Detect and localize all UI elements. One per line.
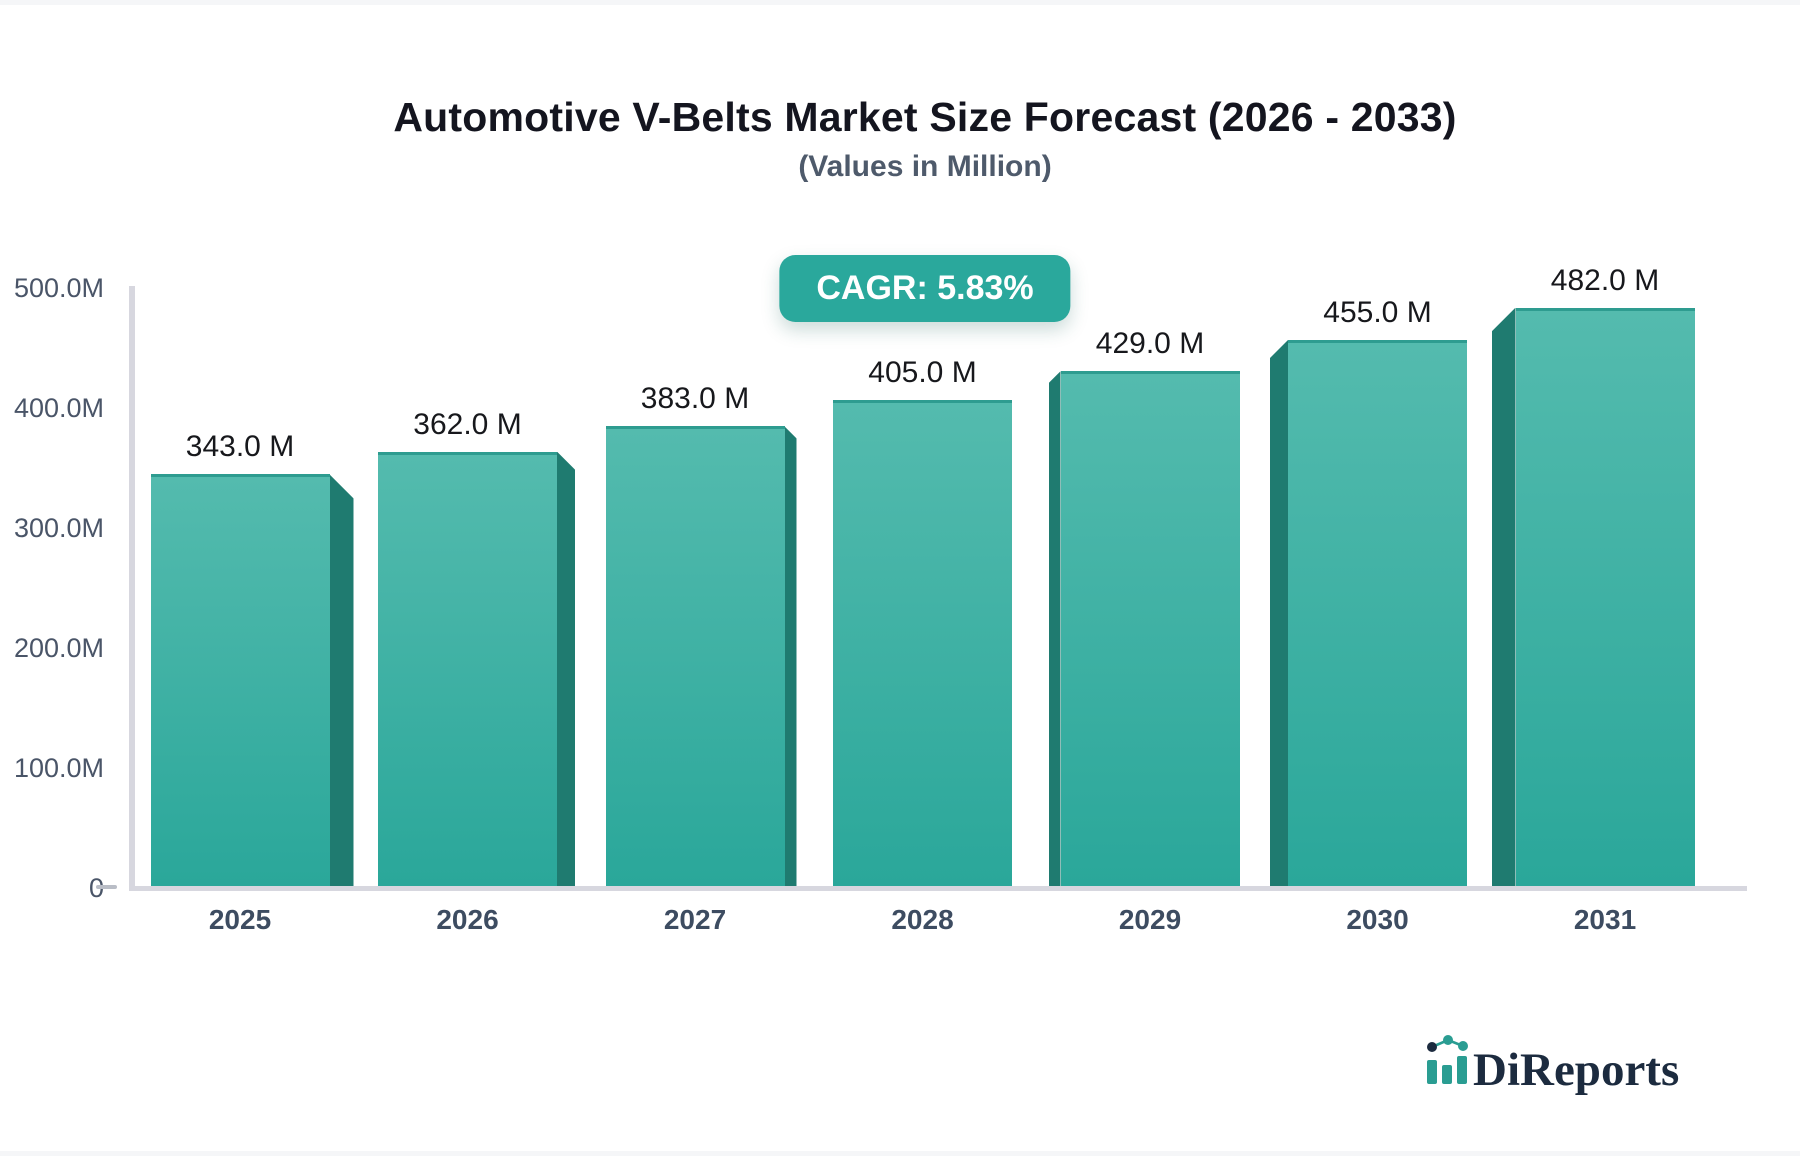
bar-value-label: 362.0 M [413,407,522,441]
bar-2031[interactable] [1515,307,1695,886]
bar-value-label: 343.0 M [185,430,295,464]
bar-value-label: 482.0 M [1550,263,1660,297]
y-tick-label: 200.0M [13,633,104,663]
cagr-badge: CAGR: 5.83% [779,255,1071,322]
x-tick-label: 2026 [436,904,499,935]
x-tick-label: 2028 [891,904,954,935]
chart-title: Automotive V-Belts Market Size Forecast … [393,94,1457,140]
bar-value-label: 429.0 M [1095,327,1205,361]
bar-side-face [1270,340,1288,886]
x-tick-label: 2027 [663,904,727,935]
page-top-edge [0,0,1800,5]
bar-side-face [1048,371,1061,886]
bar-value-label: 455.0 M [1323,296,1432,329]
bar-2028[interactable] [833,400,1012,886]
y-axis-line [129,286,135,891]
bar-side-face [784,426,797,886]
bar-side-face [329,474,354,886]
bar-2027[interactable] [605,426,785,886]
bar-2026[interactable] [378,451,557,886]
y-tick-label: 400.0M [13,393,104,423]
brand-logo: DiReports [1427,1035,1679,1096]
x-tick-label: 2025 [208,904,272,935]
bar-value-label: 383.0 M [640,382,750,416]
chart-subtitle: (Values in Million) [798,150,1052,183]
bar-2030[interactable] [1288,340,1467,886]
x-tick-label: 2029 [1118,904,1182,935]
x-tick-label: 2031 [1573,904,1637,935]
bar-value-label: 405.0 M [868,356,977,389]
y-tick-label: 0 [0,872,104,904]
logo-text: DiReports [1473,1044,1679,1096]
y-tick-label: 100.0M [13,753,104,783]
logo-chart-icon [1427,1035,1468,1084]
y-tick-label: 300.0M [13,513,104,543]
bar-2029[interactable] [1060,371,1240,886]
y-tick-label: 500.0M [13,273,104,303]
page-bottom-edge [0,1151,1800,1156]
bar-2025[interactable] [150,474,330,886]
bar-side-face [1491,307,1516,886]
x-tick-label: 2030 [1346,904,1409,935]
x-axis-line [129,886,1747,891]
zero-tick-mark [96,885,117,889]
bar-side-face [557,451,575,886]
